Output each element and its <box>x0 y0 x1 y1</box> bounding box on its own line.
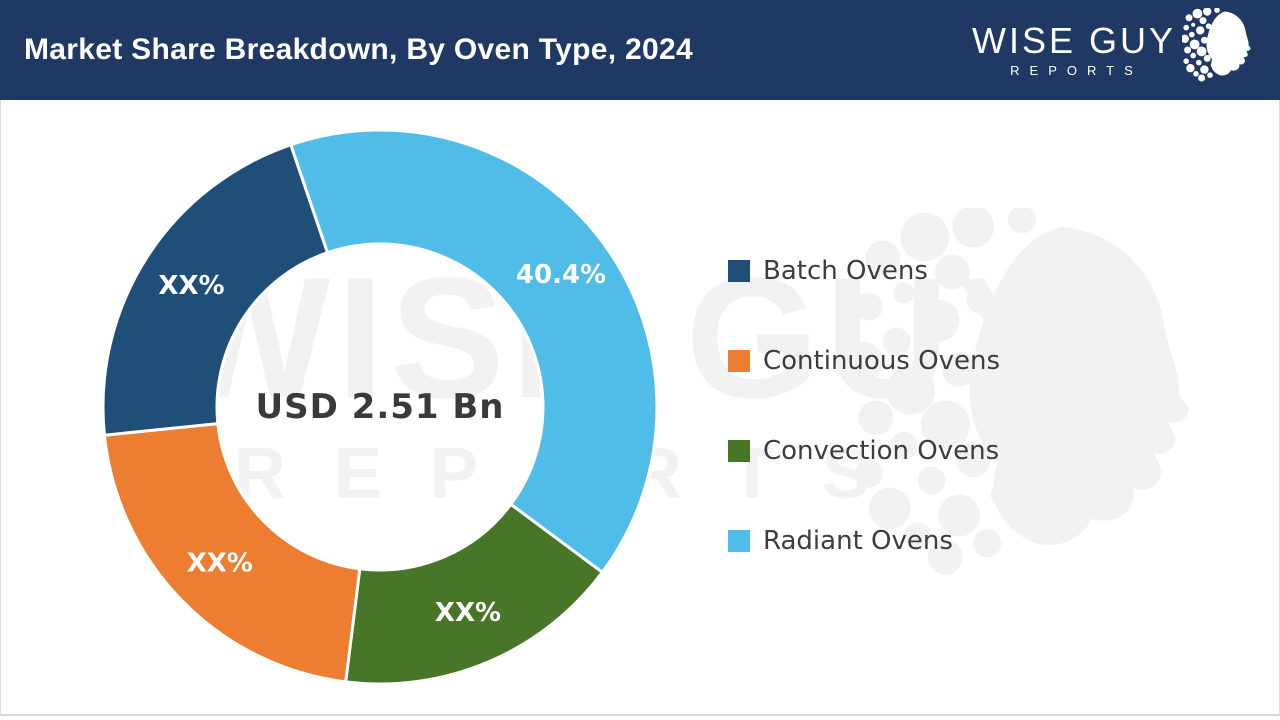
legend-swatch-continuous-ovens <box>728 350 750 372</box>
donut-segment-continuous-ovens <box>102 421 362 684</box>
legend-swatch-convection-ovens <box>728 440 750 462</box>
donut-chart: 40.4% XX% XX% XX% <box>101 128 659 686</box>
legend-item-convection-ovens: Convection Ovens <box>728 426 1000 476</box>
segment-label: 40.4% <box>516 260 606 290</box>
logo-brand-name: WISE GUY <box>971 20 1176 61</box>
legend-label: Radiant Ovens <box>763 526 953 556</box>
logo-text: WISE GUY REPORTS <box>971 20 1176 79</box>
wiseguy-face-icon <box>1182 8 1251 82</box>
legend-item-continuous-ovens: Continuous Ovens <box>728 336 1000 386</box>
donut-segment-convection-ovens <box>343 502 605 686</box>
chart-legend: Batch Ovens Continuous Ovens Convection … <box>728 246 1000 606</box>
donut-segment-radiant-ovens <box>288 128 659 575</box>
legend-item-batch-ovens: Batch Ovens <box>728 246 1000 296</box>
bottom-divider-line <box>0 714 1280 716</box>
legend-label: Batch Ovens <box>763 256 928 286</box>
page-title: Market Share Breakdown, By Oven Type, 20… <box>24 33 693 66</box>
legend-label: Continuous Ovens <box>763 346 1000 376</box>
header-bar: Market Share Breakdown, By Oven Type, 20… <box>0 0 1280 100</box>
legend-label: Convection Ovens <box>763 436 1000 466</box>
segment-label: XX% <box>158 271 224 301</box>
left-edge-line <box>0 100 1 715</box>
segment-label: XX% <box>187 549 253 579</box>
wiseguy-logo: WISE GUY REPORTS <box>972 8 1252 92</box>
chart-center-value: USD 2.51 Bn <box>255 387 505 427</box>
legend-swatch-batch-ovens <box>728 260 750 282</box>
segment-label: XX% <box>435 598 501 628</box>
legend-swatch-radiant-ovens <box>728 530 750 552</box>
logo-sub-name: REPORTS <box>1010 63 1143 78</box>
legend-item-radiant-ovens: Radiant Ovens <box>728 516 1000 566</box>
donut-segment-batch-ovens <box>101 142 330 437</box>
